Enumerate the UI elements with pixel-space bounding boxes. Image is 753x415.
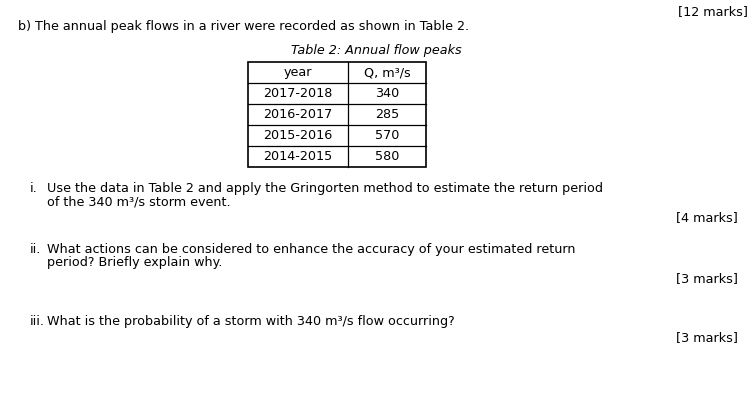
Text: b) The annual peak flows in a river were recorded as shown in Table 2.: b) The annual peak flows in a river were…: [18, 20, 469, 33]
Bar: [248, 62, 426, 167]
Text: [12 marks]: [12 marks]: [678, 5, 748, 18]
Text: 2017-2018: 2017-2018: [264, 87, 333, 100]
Text: [3 marks]: [3 marks]: [676, 331, 738, 344]
Text: 2015-2016: 2015-2016: [264, 129, 333, 142]
Text: period? Briefly explain why.: period? Briefly explain why.: [47, 256, 222, 269]
Text: iii.: iii.: [30, 315, 45, 328]
Text: year: year: [284, 66, 312, 79]
Text: of the 340 m³/s storm event.: of the 340 m³/s storm event.: [47, 195, 230, 208]
Text: What is the probability of a storm with 340 m³/s flow occurring?: What is the probability of a storm with …: [47, 315, 455, 328]
Text: [3 marks]: [3 marks]: [676, 272, 738, 285]
Text: ii.: ii.: [30, 243, 41, 256]
Text: 580: 580: [375, 150, 399, 163]
Text: What actions can be considered to enhance the accuracy of your estimated return: What actions can be considered to enhanc…: [47, 243, 575, 256]
Text: 2016-2017: 2016-2017: [264, 108, 333, 121]
Text: Q, m³/s: Q, m³/s: [364, 66, 410, 79]
Text: Use the data in Table 2 and apply the Gringorten method to estimate the return p: Use the data in Table 2 and apply the Gr…: [47, 182, 603, 195]
Text: i.: i.: [30, 182, 38, 195]
Text: 285: 285: [375, 108, 399, 121]
Text: 570: 570: [375, 129, 399, 142]
Text: 340: 340: [375, 87, 399, 100]
Text: 2014-2015: 2014-2015: [264, 150, 333, 163]
Text: [4 marks]: [4 marks]: [676, 211, 738, 224]
Text: Table 2: Annual flow peaks: Table 2: Annual flow peaks: [291, 44, 462, 57]
